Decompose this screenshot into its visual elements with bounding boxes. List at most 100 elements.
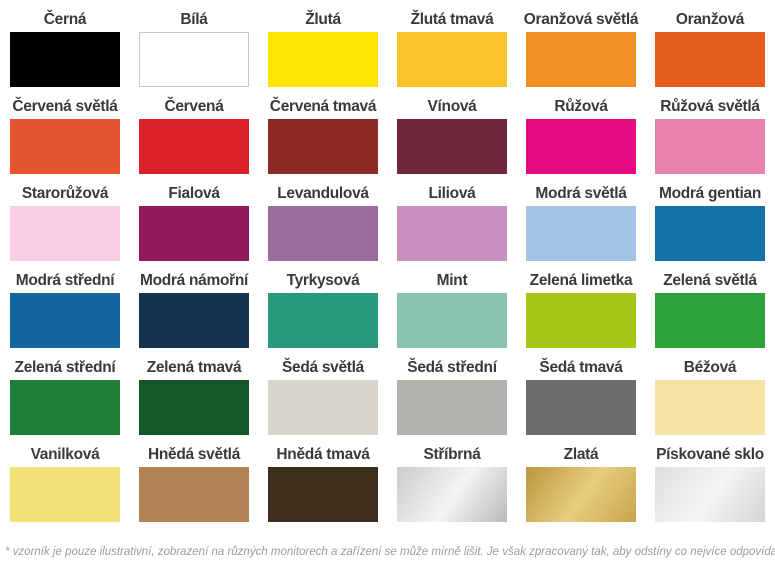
color-swatch [10,380,120,435]
swatch-label: Modrá střední [15,271,115,289]
swatch-label: Modrá světlá [535,184,627,202]
swatch-cell: Červená tmavá [268,94,378,174]
swatch-cell: Béžová [655,355,765,435]
swatch-cell: Liliová [397,181,507,261]
swatch-label: Hnědá světlá [147,445,241,463]
swatch-label: Modrá námořní [139,271,249,289]
swatch-label: Zelená limetka [529,271,633,289]
swatch-label: Oranžová [675,10,745,28]
swatch-label: Levandulová [277,184,369,202]
color-swatch [268,206,378,261]
swatch-label: Stříbrná [423,445,481,463]
swatch-cell: Červená [139,94,249,174]
swatch-cell: Modrá námořní [139,268,249,348]
color-swatch [526,293,636,348]
swatch-label: Fialová [168,184,220,202]
color-swatch [268,32,378,87]
swatch-label: Tyrkysová [286,271,360,289]
color-swatch [139,206,249,261]
swatch-label: Červená tmavá [269,97,377,115]
swatch-label: Zelená střední [14,358,116,376]
color-swatch [655,32,765,87]
swatch-cell: Tyrkysová [268,268,378,348]
swatch-label: Hnědá tmavá [276,445,370,463]
color-swatch [397,293,507,348]
swatch-cell: Modrá gentian [655,181,765,261]
swatch-cell: Vanilková [10,442,120,522]
swatch-label: Liliová [428,184,476,202]
swatch-label: Šedá střední [407,358,497,376]
color-swatch [397,380,507,435]
swatch-label: Růžová světlá [660,97,760,115]
color-swatch [526,380,636,435]
color-swatch [526,206,636,261]
swatch-cell: Modrá střední [10,268,120,348]
swatch-cell: Žlutá tmavá [397,7,507,87]
color-swatch [655,119,765,174]
color-swatch [397,119,507,174]
swatch-label: Černá [43,10,87,28]
color-swatch [10,293,120,348]
swatch-label: Šedá světlá [281,358,364,376]
color-swatch [268,119,378,174]
swatch-cell: Levandulová [268,181,378,261]
swatch-label: Mint [436,271,468,289]
swatch-label: Zelená tmavá [146,358,242,376]
swatch-label: Zelená světlá [663,271,757,289]
swatch-cell: Černá [10,7,120,87]
swatch-cell: Zlatá [526,442,636,522]
swatch-cell: Zelená limetka [526,268,636,348]
swatch-label: Béžová [683,358,737,376]
swatch-cell: Růžová [526,94,636,174]
swatch-cell: Růžová světlá [655,94,765,174]
color-swatch [526,467,636,522]
swatch-cell: Šedá střední [397,355,507,435]
swatch-cell: Oranžová světlá [523,7,639,87]
color-swatch [397,467,507,522]
swatch-cell: Zelená tmavá [139,355,249,435]
color-swatch [10,119,120,174]
swatch-cell: Hnědá světlá [139,442,249,522]
swatch-cell: Vínová [397,94,507,174]
color-palette-grid: Černá Bílá Žlutá Žlutá tmavá Oranžová světlá… [10,7,765,522]
color-swatch [139,119,249,174]
swatch-cell: Žlutá [268,7,378,87]
color-swatch [655,467,765,522]
color-swatch [655,293,765,348]
color-swatch [10,467,120,522]
swatch-label: Starorůžová [21,184,109,202]
color-swatch [139,380,249,435]
swatch-label: Růžová [554,97,608,115]
color-swatch [268,467,378,522]
color-swatch [526,119,636,174]
color-swatch [397,206,507,261]
swatch-cell: Hnědá tmavá [268,442,378,522]
color-swatch [655,206,765,261]
swatch-label: Žlutá tmavá [410,10,494,28]
swatch-label: Modrá gentian [658,184,762,202]
color-swatch [268,380,378,435]
color-swatch [10,206,120,261]
color-swatch [139,293,249,348]
swatch-label: Oranžová světlá [523,10,639,28]
swatch-label: Červená [164,97,224,115]
swatch-label: Žlutá [305,10,341,28]
color-swatch [10,32,120,87]
color-swatch [397,32,507,87]
color-swatch [526,32,636,87]
color-swatch [268,293,378,348]
color-swatch [139,467,249,522]
swatch-cell: Bílá [139,7,249,87]
swatch-cell: Pískované sklo [655,442,765,522]
swatch-cell: Modrá světlá [526,181,636,261]
swatch-cell: Stříbrná [397,442,507,522]
color-swatch [655,380,765,435]
swatch-cell: Zelená střední [10,355,120,435]
swatch-cell: Červená světlá [10,94,120,174]
swatch-label: Bílá [180,10,208,28]
footnote-text: * vzorník je pouze ilustrativní, zobraze… [5,546,775,558]
swatch-cell: Fialová [139,181,249,261]
color-swatch [139,32,249,87]
swatch-label: Vanilková [30,445,100,463]
swatch-label: Červená světlá [12,97,118,115]
